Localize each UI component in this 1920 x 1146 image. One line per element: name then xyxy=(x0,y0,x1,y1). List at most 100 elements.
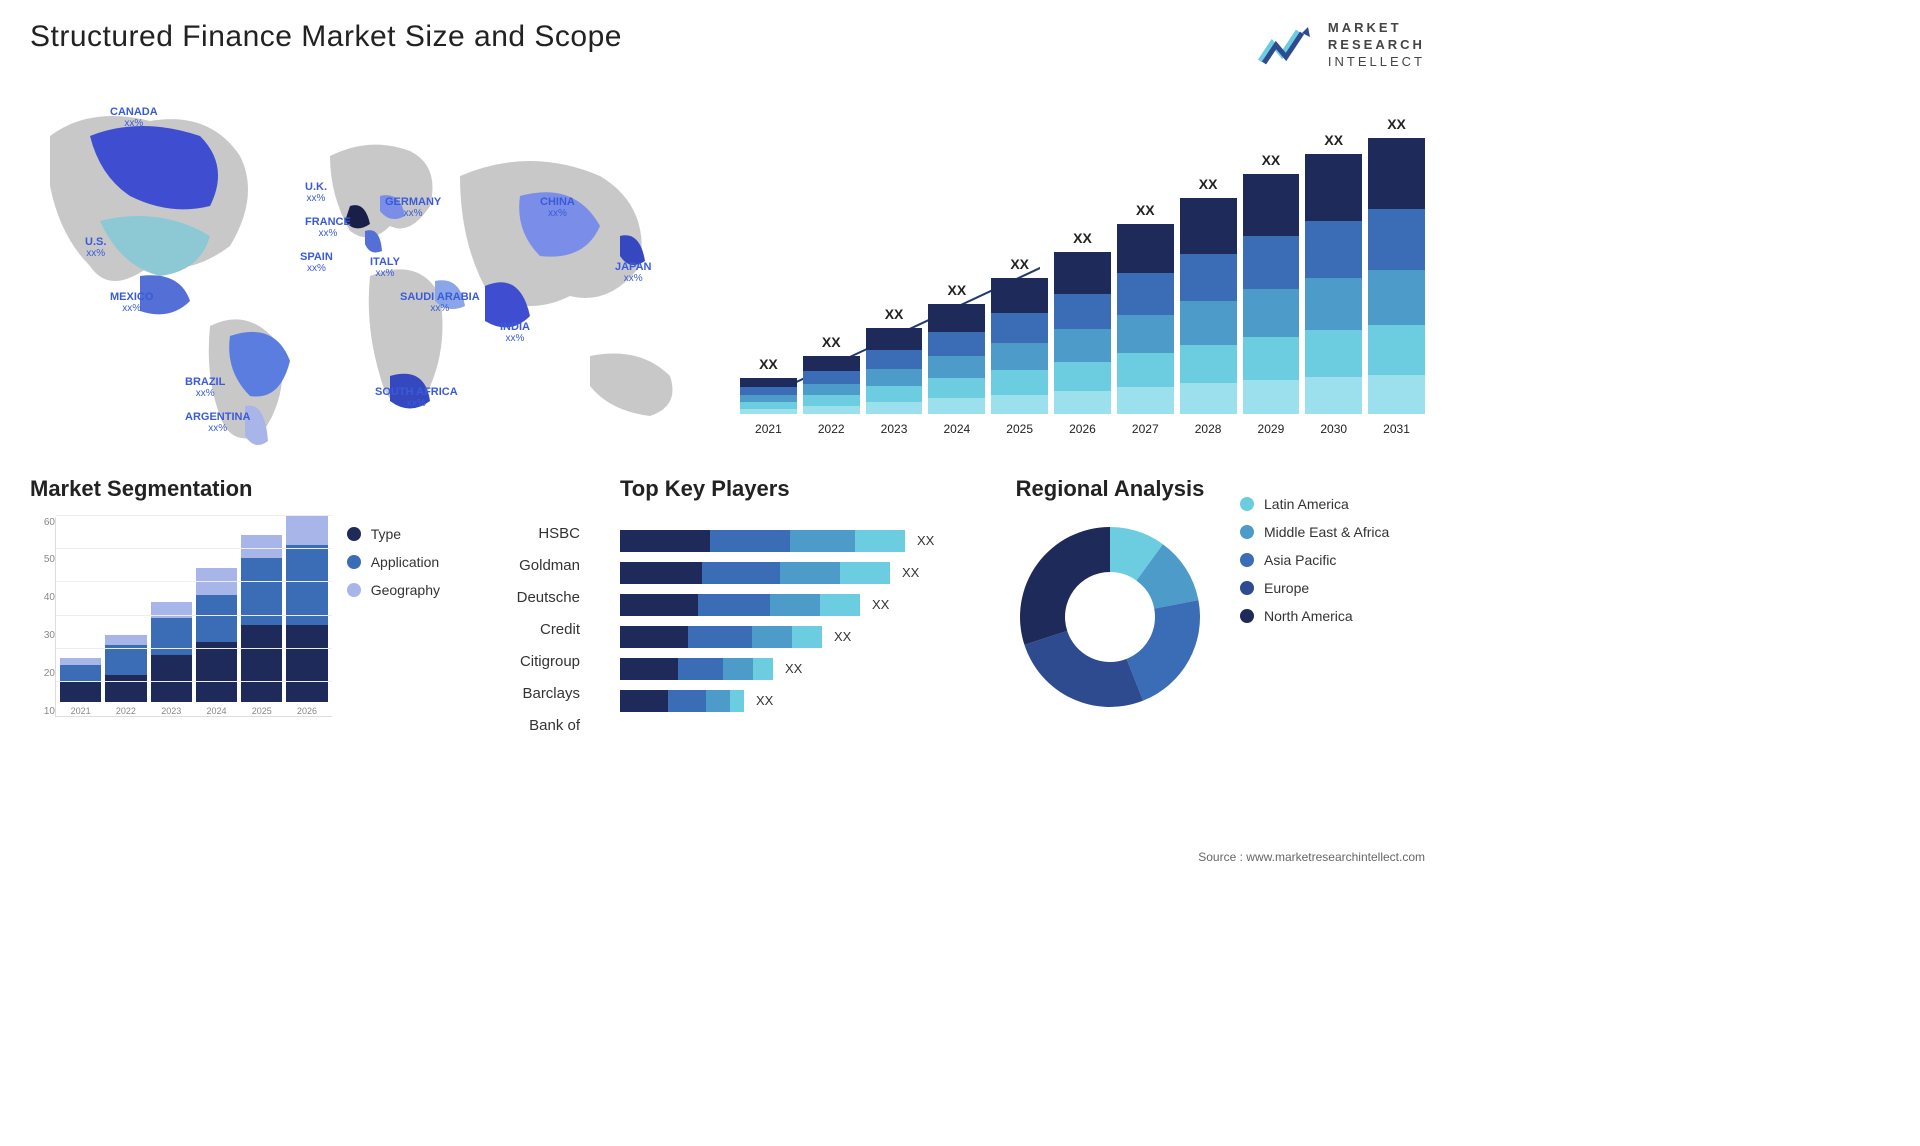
logo-line1: MARKET xyxy=(1328,20,1402,35)
growth-bar-segment xyxy=(1243,337,1300,380)
seg-bar-segment xyxy=(151,655,192,702)
legend-label: Application xyxy=(371,554,440,570)
growth-bar-segment xyxy=(928,398,985,413)
growth-bar-segment xyxy=(1117,273,1174,315)
donut-slice xyxy=(1127,600,1200,701)
growth-bar-year: 2025 xyxy=(1006,422,1033,436)
key-bar-segment xyxy=(792,626,822,648)
map-label: JAPANxx% xyxy=(615,261,651,284)
seg-bar-year: 2026 xyxy=(297,706,317,716)
legend-item: North America xyxy=(1240,608,1389,624)
key-bar-segment xyxy=(620,626,688,648)
key-bar-segment xyxy=(620,690,668,712)
growth-bar-value: XX xyxy=(759,356,778,372)
growth-bar-segment xyxy=(1368,270,1425,325)
key-bar-segment xyxy=(678,658,723,680)
regional-section: Regional Analysis Latin AmericaMiddle Ea… xyxy=(1010,476,1425,748)
growth-bar-col: XX2029 xyxy=(1243,152,1300,436)
key-bar-segment xyxy=(770,594,820,616)
top-row: CANADAxx%U.S.xx%MEXICOxx%BRAZILxx%ARGENT… xyxy=(30,96,1425,456)
key-bar-segment xyxy=(688,626,752,648)
growth-bar-segment xyxy=(1305,154,1362,222)
seg-bar-segment xyxy=(105,645,146,675)
segmentation-chart: 605040302010 202120222023202420252026 xyxy=(30,517,332,737)
key-player-name: Goldman xyxy=(460,556,580,586)
growth-bar-segment xyxy=(1180,383,1237,413)
map-label: INDIAxx% xyxy=(500,321,530,344)
growth-bar-segment xyxy=(1180,254,1237,302)
growth-bar-segment xyxy=(991,395,1048,414)
map-label: SOUTH AFRICAxx% xyxy=(375,386,458,409)
key-bar-value: XX xyxy=(756,693,773,708)
growth-bar-stack xyxy=(928,304,985,414)
seg-axis-tick: 30 xyxy=(44,630,55,641)
growth-bar-segment xyxy=(1368,375,1425,414)
key-bar-segment xyxy=(710,530,790,552)
growth-bar-segment xyxy=(803,406,860,414)
map-label: CHINAxx% xyxy=(540,196,575,219)
growth-bar-col: XX2021 xyxy=(740,356,797,436)
key-bar-segment xyxy=(723,658,753,680)
map-label: MEXICOxx% xyxy=(110,291,153,314)
growth-bar-segment xyxy=(928,332,985,356)
growth-bar-segment xyxy=(1054,329,1111,361)
key-bar-segment xyxy=(753,658,773,680)
seg-axis-tick: 10 xyxy=(44,706,55,717)
growth-bar-segment xyxy=(1180,198,1237,254)
map-label: ARGENTINAxx% xyxy=(185,411,250,434)
growth-bar-segment xyxy=(803,371,860,384)
legend-item: Type xyxy=(347,526,440,542)
growth-bar-value: XX xyxy=(1010,256,1029,272)
growth-bar-segment xyxy=(1305,377,1362,413)
growth-bar-value: XX xyxy=(1136,202,1155,218)
growth-bar-stack xyxy=(1368,138,1425,414)
key-bar-segment xyxy=(620,530,710,552)
legend-item: Geography xyxy=(347,582,440,598)
seg-bar-segment xyxy=(241,625,282,702)
legend-label: Geography xyxy=(371,582,440,598)
growth-bar-segment xyxy=(1054,294,1111,330)
growth-bar-col: XX2024 xyxy=(928,282,985,436)
growth-bar-segment xyxy=(1054,391,1111,414)
growth-bar-segment xyxy=(740,409,797,414)
key-bar-value: XX xyxy=(872,597,889,612)
growth-bar-segment xyxy=(1243,174,1300,236)
map-label: ITALYxx% xyxy=(370,256,400,279)
key-player-row: XX xyxy=(580,558,990,588)
growth-bar-segment xyxy=(1117,387,1174,414)
seg-bar-col: 2025 xyxy=(241,535,282,716)
legend-label: North America xyxy=(1264,608,1353,624)
legend-label: Type xyxy=(371,526,401,542)
legend-swatch xyxy=(1240,553,1254,567)
map-label: U.S.xx% xyxy=(85,236,106,259)
growth-bar-stack xyxy=(803,356,860,414)
segmentation-section: Market Segmentation 605040302010 2021202… xyxy=(30,476,440,748)
growth-bar-chart: XX2021XX2022XX2023XX2024XX2025XX2026XX20… xyxy=(740,96,1425,456)
legend-label: Latin America xyxy=(1264,496,1349,512)
growth-bar-segment xyxy=(1368,138,1425,210)
growth-bar-segment xyxy=(740,395,797,402)
map-label: FRANCExx% xyxy=(305,216,351,239)
seg-bar-segment xyxy=(286,515,327,545)
seg-bar-segment xyxy=(286,545,327,625)
key-bar-segment xyxy=(620,562,702,584)
growth-bar-segment xyxy=(1243,380,1300,414)
key-player-name: Barclays xyxy=(460,684,580,714)
key-bar-segment xyxy=(752,626,792,648)
growth-bar-year: 2030 xyxy=(1320,422,1347,436)
growth-bar-year: 2022 xyxy=(818,422,845,436)
growth-bar-segment xyxy=(1117,353,1174,387)
growth-bar-segment xyxy=(1180,345,1237,384)
growth-bar-segment xyxy=(803,356,860,371)
seg-bar-segment xyxy=(196,642,237,702)
key-bar-value: XX xyxy=(834,629,851,644)
seg-axis-tick: 20 xyxy=(44,668,55,679)
map-label: SPAINxx% xyxy=(300,251,333,274)
seg-bar-segment xyxy=(151,618,192,655)
key-player-row: XX xyxy=(580,654,990,684)
legend-label: Asia Pacific xyxy=(1264,552,1336,568)
seg-bar-segment xyxy=(151,602,192,619)
growth-bar-value: XX xyxy=(948,282,967,298)
growth-bar-value: XX xyxy=(1324,132,1343,148)
growth-bar-segment xyxy=(803,395,860,405)
